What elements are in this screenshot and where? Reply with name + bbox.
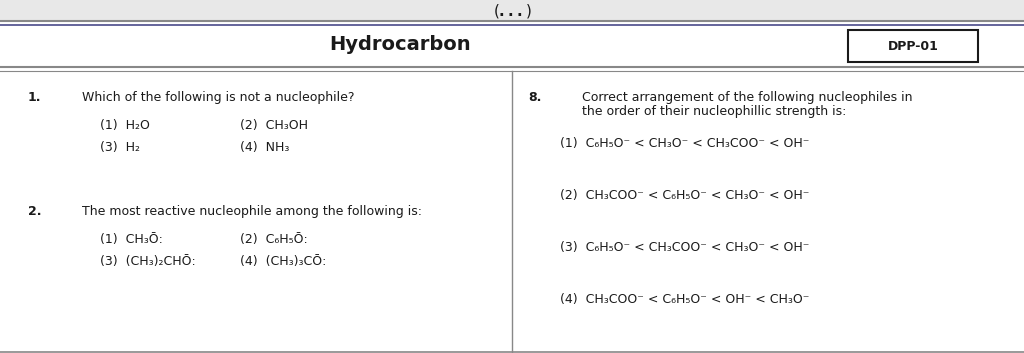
- Text: 1.: 1.: [28, 91, 42, 104]
- Text: 2.: 2.: [28, 205, 42, 218]
- Text: Hydrocarbon: Hydrocarbon: [329, 36, 471, 54]
- Text: DPP-01: DPP-01: [888, 40, 938, 53]
- Text: (2)  C₆H₅Ō:: (2) C₆H₅Ō:: [240, 233, 308, 246]
- Text: (3)  (CH₃)₂CHŌ:: (3) (CH₃)₂CHŌ:: [100, 255, 196, 268]
- Text: (4)  (CH₃)₃CŌ:: (4) (CH₃)₃CŌ:: [240, 255, 327, 268]
- Text: Which of the following is not a nucleophile?: Which of the following is not a nucleoph…: [82, 91, 354, 104]
- FancyBboxPatch shape: [848, 30, 978, 62]
- Text: Correct arrangement of the following nucleophiles in: Correct arrangement of the following nuc…: [582, 91, 912, 104]
- Text: (3)  C₆H₅O⁻ < CH₃COO⁻ < CH₃O⁻ < OH⁻: (3) C₆H₅O⁻ < CH₃COO⁻ < CH₃O⁻ < OH⁻: [560, 241, 809, 254]
- Text: (1)  C₆H₅O⁻ < CH₃O⁻ < CH₃COO⁻ < OH⁻: (1) C₆H₅O⁻ < CH₃O⁻ < CH₃COO⁻ < OH⁻: [560, 137, 809, 150]
- Text: (2)  CH₃OH: (2) CH₃OH: [240, 119, 308, 132]
- Text: (4)  CH₃COO⁻ < C₆H₅O⁻ < OH⁻ < CH₃O⁻: (4) CH₃COO⁻ < C₆H₅O⁻ < OH⁻ < CH₃O⁻: [560, 293, 809, 306]
- Text: (4)  NH₃: (4) NH₃: [240, 141, 290, 154]
- FancyBboxPatch shape: [0, 71, 1024, 353]
- Text: $(\mathbf{...})$: $(\mathbf{...})$: [493, 2, 531, 20]
- Text: (2)  CH₃COO⁻ < C₆H₅O⁻ < CH₃O⁻ < OH⁻: (2) CH₃COO⁻ < C₆H₅O⁻ < CH₃O⁻ < OH⁻: [560, 189, 809, 202]
- Text: (1)  H₂O: (1) H₂O: [100, 119, 150, 132]
- Text: (1)  CH₃Ō:: (1) CH₃Ō:: [100, 233, 163, 246]
- FancyBboxPatch shape: [0, 21, 1024, 68]
- Text: The most reactive nucleophile among the following is:: The most reactive nucleophile among the …: [82, 205, 422, 218]
- FancyBboxPatch shape: [0, 0, 1024, 21]
- Text: (3)  H₂: (3) H₂: [100, 141, 140, 154]
- Text: 8.: 8.: [528, 91, 542, 104]
- Text: the order of their nucleophillic strength is:: the order of their nucleophillic strengt…: [582, 105, 847, 118]
